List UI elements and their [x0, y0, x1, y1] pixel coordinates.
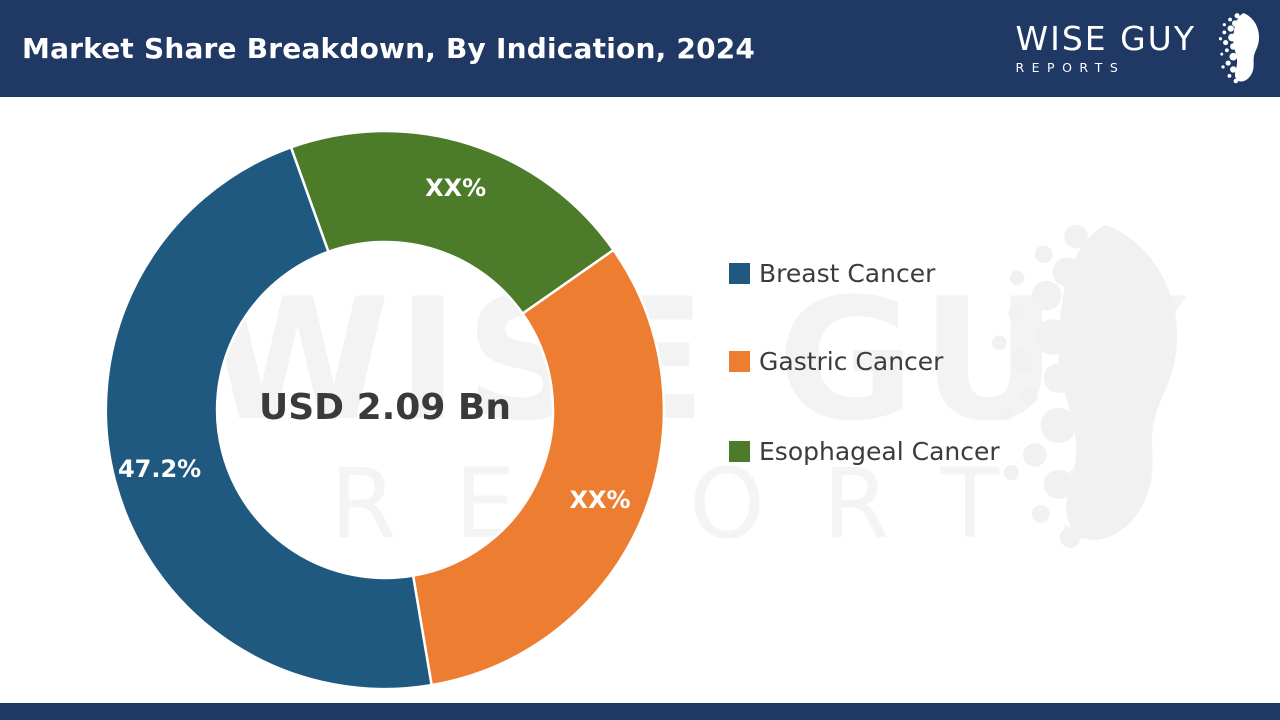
watermark-head-icon: [905, 205, 1200, 575]
slice-label-breast-cancer: 47.2%: [118, 455, 201, 483]
legend-item-breast-cancer: Breast Cancer: [729, 258, 936, 288]
legend-label: Breast Cancer: [759, 258, 936, 288]
page-title: Market Share Breakdown, By Indication, 2…: [22, 32, 756, 65]
brand-logo: WISE GUY REPORTS: [1015, 0, 1264, 97]
brand-name: WISE GUY: [1015, 19, 1196, 59]
brand-logo-text: WISE GUY REPORTS: [1015, 22, 1196, 75]
legend-swatch-gastric-cancer: [729, 350, 750, 372]
legend-swatch-breast-cancer: [729, 262, 750, 284]
header-bar: Market Share Breakdown, By Indication, 2…: [0, 0, 1280, 97]
brand-head-icon: [1200, 9, 1264, 89]
chart-center-value: USD 2.09 Bn: [259, 387, 511, 428]
legend-swatch-esophageal-cancer: [729, 440, 750, 462]
legend-item-gastric-cancer: Gastric Cancer: [729, 346, 944, 376]
slice-label-esophageal-cancer: XX%: [425, 174, 486, 202]
footer-bar: [0, 703, 1280, 720]
brand-subtitle: REPORTS: [1015, 59, 1126, 75]
legend-item-esophageal-cancer: Esophageal Cancer: [729, 436, 1000, 466]
legend-label: Esophageal Cancer: [759, 436, 1000, 466]
legend-label: Gastric Cancer: [759, 346, 944, 376]
